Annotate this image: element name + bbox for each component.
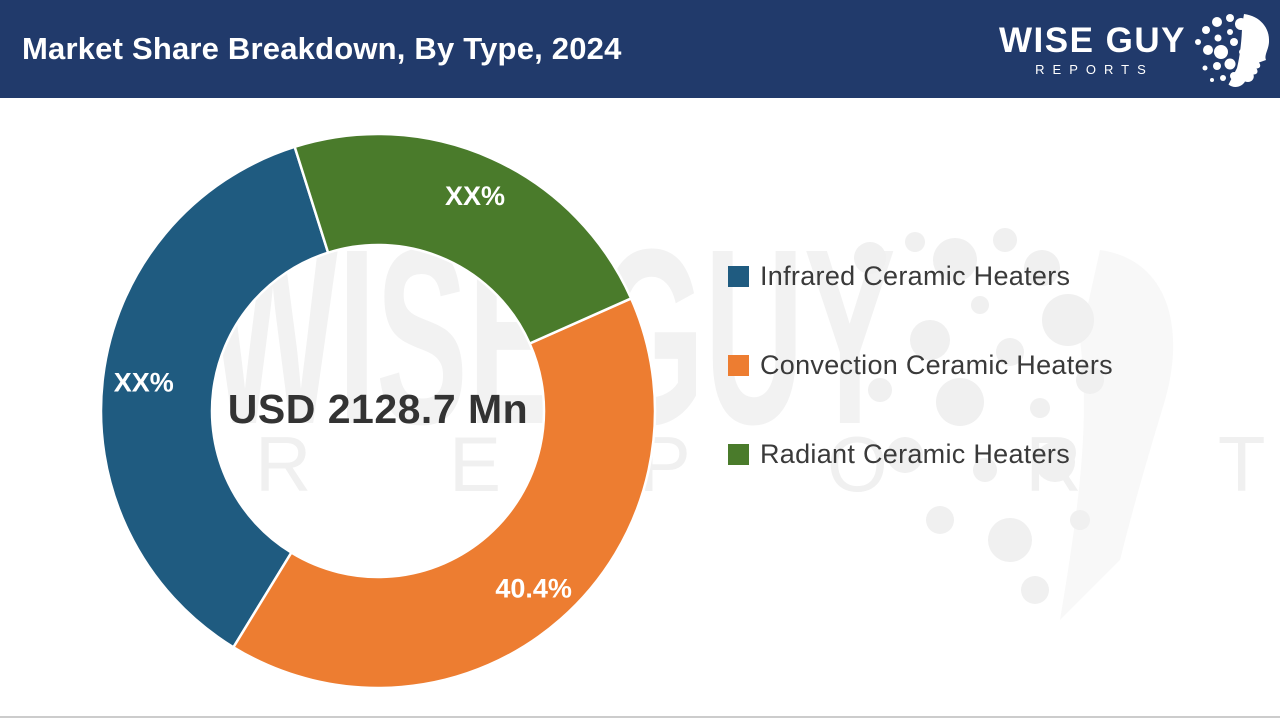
bottom-border (0, 716, 1280, 718)
slice-percentage-label: 40.4% (495, 573, 572, 603)
logo-line1: WISE GUY (998, 21, 1186, 60)
logo-line2: REPORTS (1035, 62, 1154, 77)
donut-slice-infrared-ceramic-heaters (99, 145, 330, 649)
logo-face-icon (1195, 14, 1270, 87)
donut-center-value: USD 2128.7 Mn (227, 386, 529, 432)
legend-label: Radiant Ceramic Heaters (760, 438, 1071, 469)
wise-guy-reports-logo: WISE GUY REPORTS (999, 8, 1272, 92)
legend-item-radiant-ceramic-heaters: Radiant Ceramic Heaters (728, 432, 1113, 476)
legend-item-convection-ceramic-heaters: Convection Ceramic Heaters (728, 343, 1113, 387)
donut-slice-radiant-ceramic-heaters (293, 132, 633, 345)
slice-percentage-label: XX% (445, 181, 505, 211)
legend-swatch (728, 265, 749, 287)
legend-swatch (728, 443, 749, 465)
legend-swatch (728, 354, 749, 376)
chart-legend: Infrared Ceramic Heaters Convection Ceram… (728, 254, 1113, 521)
legend-label: Infrared Ceramic Heaters (760, 260, 1071, 291)
slice-percentage-label: XX% (114, 367, 174, 397)
legend-item-infrared-ceramic-heaters: Infrared Ceramic Heaters (728, 254, 1113, 298)
legend-label: Convection Ceramic Heaters (760, 349, 1113, 380)
page-title: Market Share Breakdown, By Type, 2024 (22, 31, 622, 66)
logo-wordmark: WISE GUY REPORTS (999, 23, 1186, 77)
header-bar: Market Share Breakdown, By Type, 2024 WI… (0, 0, 1280, 98)
background-watermark-reports: R E P O R T S (255, 420, 1280, 508)
donut-slice-convection-ceramic-heaters (232, 297, 657, 690)
